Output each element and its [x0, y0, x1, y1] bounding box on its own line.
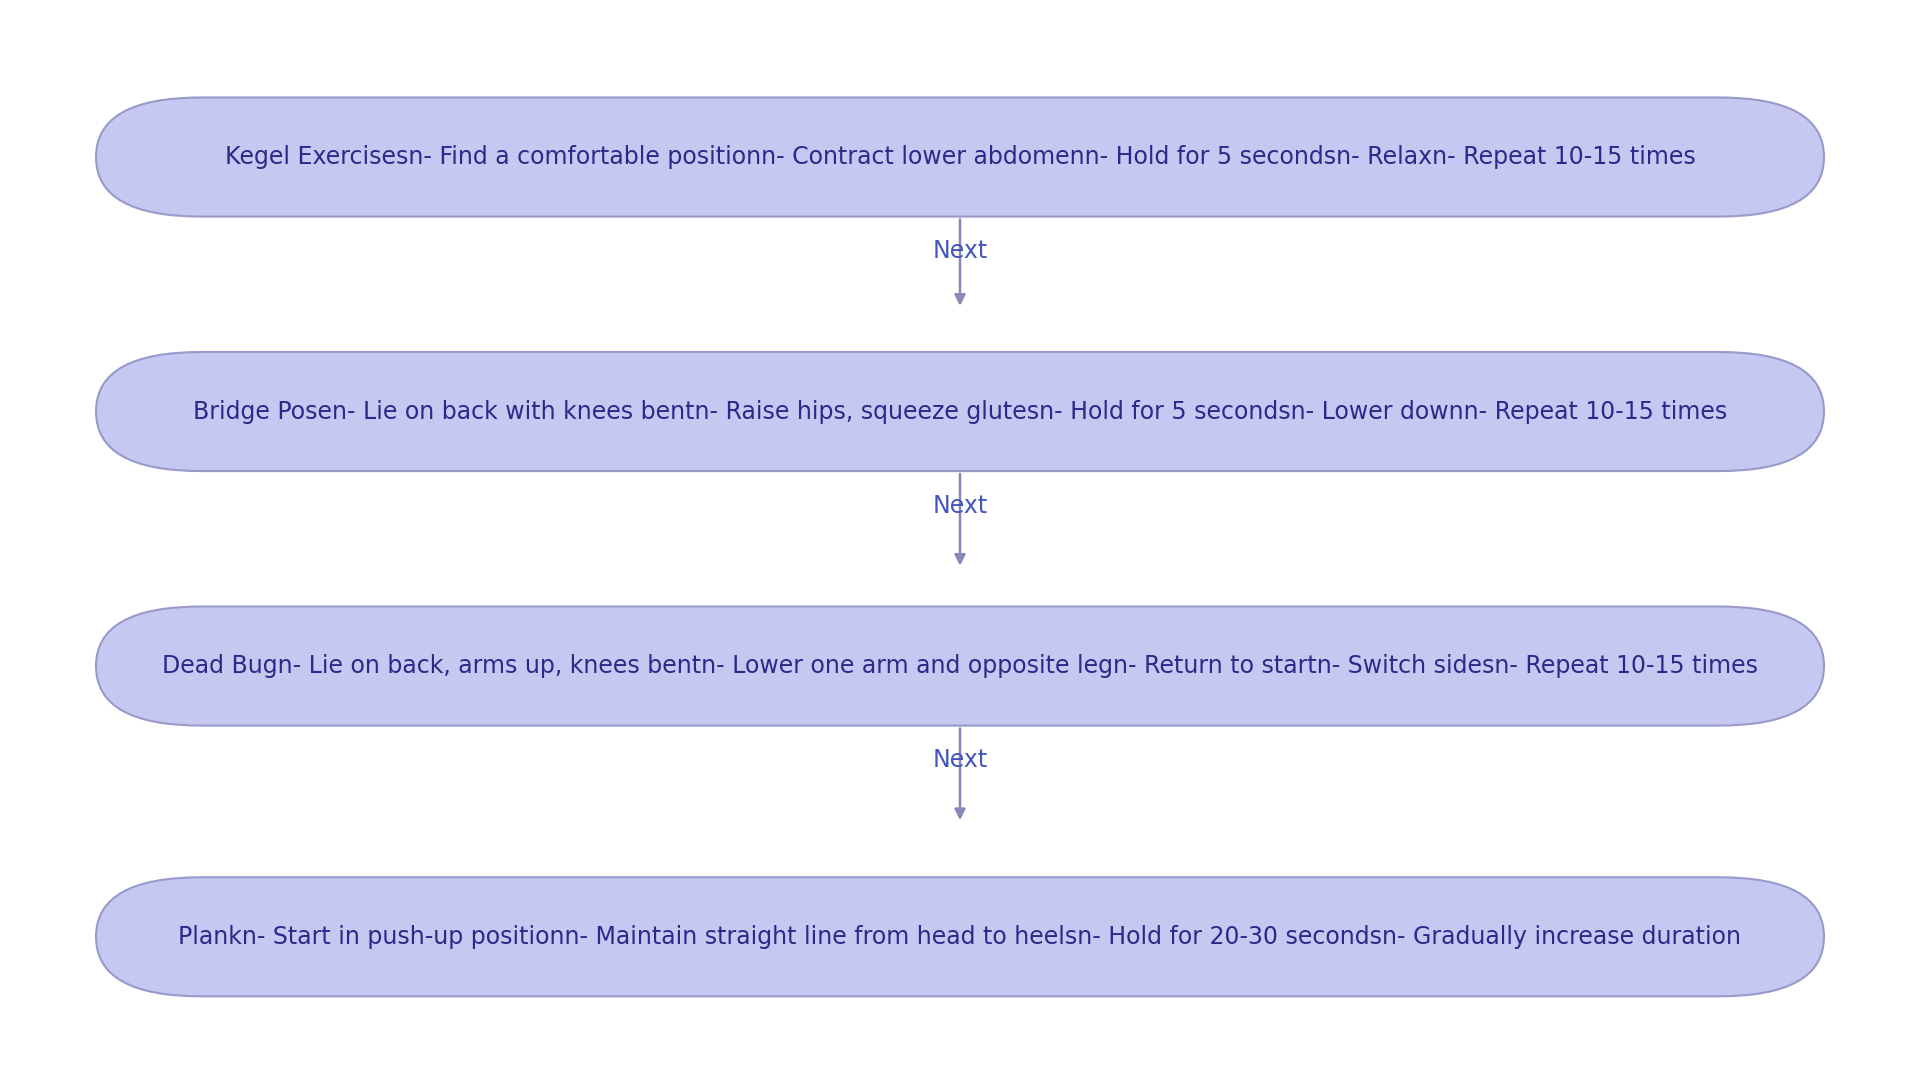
- FancyBboxPatch shape: [96, 97, 1824, 217]
- FancyBboxPatch shape: [96, 352, 1824, 471]
- Text: Next: Next: [933, 239, 987, 263]
- Text: Bridge Posen- Lie on back with knees bentn- Raise hips, squeeze glutesn- Hold fo: Bridge Posen- Lie on back with knees ben…: [192, 400, 1728, 423]
- Text: Kegel Exercisesn- Find a comfortable positionn- Contract lower abdomenn- Hold fo: Kegel Exercisesn- Find a comfortable pos…: [225, 145, 1695, 169]
- FancyBboxPatch shape: [96, 606, 1824, 726]
- FancyBboxPatch shape: [96, 877, 1824, 996]
- Text: Dead Bugn- Lie on back, arms up, knees bentn- Lower one arm and opposite legn- R: Dead Bugn- Lie on back, arms up, knees b…: [161, 654, 1759, 678]
- Text: Next: Next: [933, 494, 987, 518]
- Text: Next: Next: [933, 748, 987, 772]
- Text: Plankn- Start in push-up positionn- Maintain straight line from head to heelsn- : Plankn- Start in push-up positionn- Main…: [179, 925, 1741, 949]
